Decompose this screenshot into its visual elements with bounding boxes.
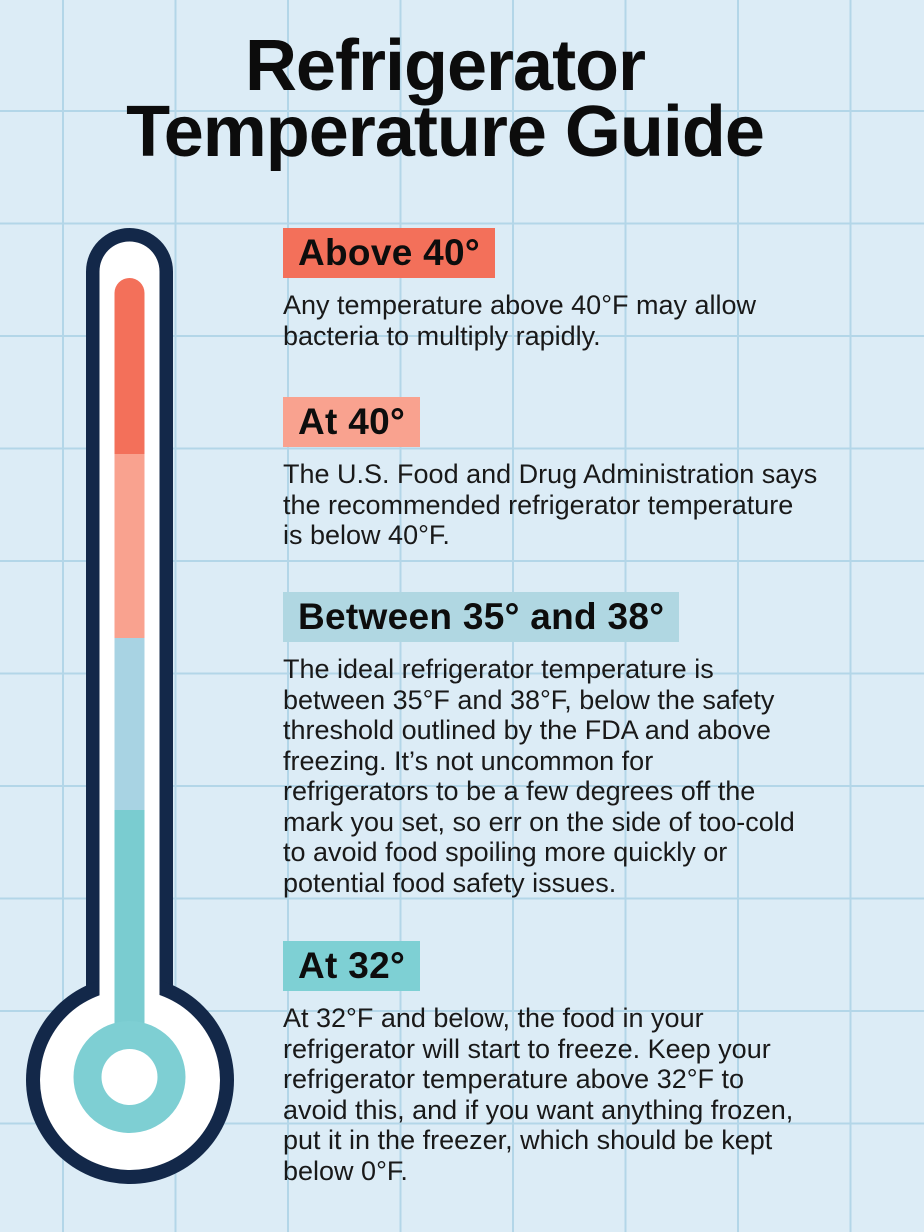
heading-highlight-between-35-38: Between 35° and 38° (283, 592, 680, 642)
section-paragraph: At 32°F and below, the food in your refr… (283, 1003, 923, 1186)
text-line: refrigerators to be a few degrees off th… (283, 776, 756, 806)
text-line: the recommended refrigerator temperature (283, 489, 794, 520)
thermometer-segment-above-40-icon (114, 278, 145, 454)
section-heading: Above 40° (298, 232, 481, 273)
text-line: is below 40°F. (283, 520, 450, 550)
section-above-40: Above 40° Any temperature above 40°F may… (283, 228, 923, 351)
section-paragraph: The U.S. Food and Drug Administration sa… (283, 459, 923, 551)
text-line: between 35°F and 38°F, below the safety (283, 684, 775, 715)
heading-highlight-at-32: At 32° (283, 941, 421, 991)
section-paragraph: Any temperature above 40°F may allow bac… (283, 290, 923, 351)
text-line: freezing. It’s not uncommon for (283, 745, 654, 776)
text-line: avoid this, and if you want anything fro… (283, 1094, 794, 1125)
text-line: mark you set, so err on the side of too-… (283, 806, 795, 837)
heading-highlight-above-40: Above 40° (283, 228, 496, 278)
section-heading: At 40° (298, 401, 406, 442)
text-line: to avoid food spoiling more quickly or (283, 837, 728, 867)
text-line: Any temperature above 40°F may allow (283, 290, 757, 320)
thermometer-segment-at-40-icon (114, 454, 145, 638)
text-line: below 0°F. (283, 1155, 408, 1186)
section-heading: Between 35° and 38° (298, 596, 665, 637)
heading-highlight-at-40: At 40° (283, 397, 421, 447)
section-between-35-38: Between 35° and 38° The ideal refrigerat… (283, 592, 923, 898)
title-line-2: Temperature Guide (126, 92, 765, 172)
title-line-1: Refrigerator (244, 26, 646, 106)
section-at-40: At 40° The U.S. Food and Drug Administra… (283, 397, 923, 551)
text-line: threshold outlined by the FDA and above (283, 715, 771, 745)
section-at-32: At 32° At 32°F and below, the food in yo… (283, 941, 923, 1186)
text-line: The ideal refrigerator temperature is (283, 654, 714, 684)
text-line: potential food safety issues. (283, 867, 617, 898)
text-line: refrigerator temperature above 32°F to (283, 1064, 745, 1094)
section-paragraph: The ideal refrigerator temperature is be… (283, 654, 923, 898)
thermometer-bulb-ring-hole (101, 1049, 158, 1105)
text-line: refrigerator will start to freeze. Keep … (283, 1033, 771, 1064)
text-line: bacteria to multiply rapidly. (283, 320, 601, 351)
text-line: The U.S. Food and Drug Administration sa… (283, 459, 818, 489)
section-heading: At 32° (298, 945, 406, 986)
thermometer-segment-between-35-38-icon (114, 638, 145, 810)
text-line: put it in the freezer, which should be k… (283, 1125, 773, 1155)
text-line: At 32°F and below, the food in your (283, 1003, 704, 1033)
poster-title: Refrigerator Temperature Guide (0, 26, 890, 172)
